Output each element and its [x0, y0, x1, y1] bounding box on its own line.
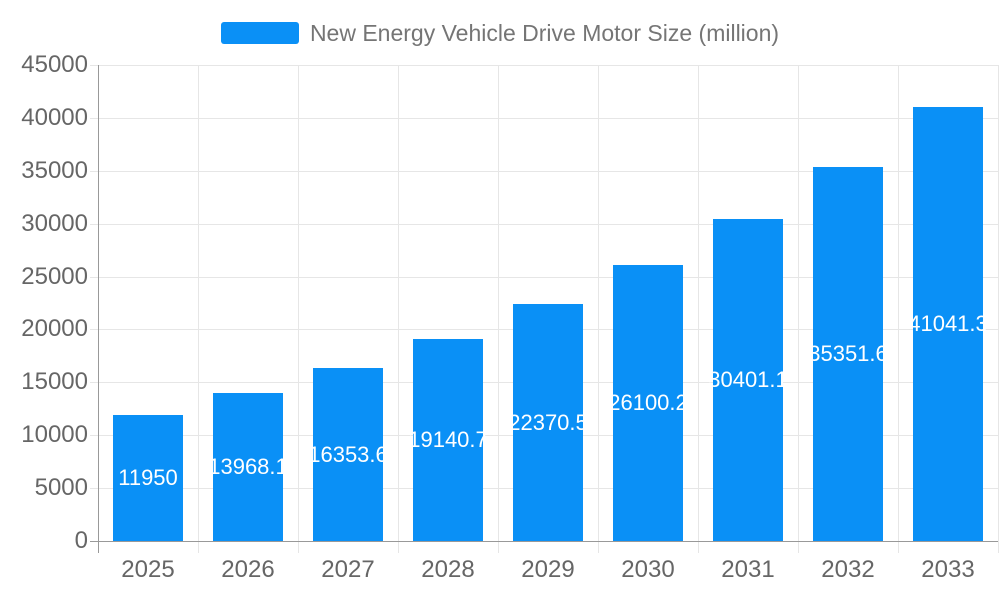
x-axis-tick-label: 2030 — [621, 556, 675, 583]
horizontal-gridline — [90, 223, 998, 225]
legend-label: New Energy Vehicle Drive Motor Size (mil… — [309, 20, 780, 46]
y-axis-tick-label: 15000 — [21, 368, 88, 396]
legend-swatch — [220, 22, 299, 44]
vertical-gridline — [498, 65, 499, 553]
bar-2031[interactable] — [713, 219, 783, 541]
bar-2027[interactable] — [313, 368, 383, 541]
y-axis-tick-label: 20000 — [21, 315, 88, 343]
y-axis-tick-label: 30000 — [21, 209, 88, 237]
vertical-gridline — [598, 65, 599, 553]
horizontal-gridline — [90, 170, 998, 172]
y-axis-tick-label: 0 — [74, 527, 88, 554]
x-axis-tick-label: 2032 — [821, 556, 875, 583]
vertical-gridline — [998, 65, 999, 553]
bar-2029[interactable] — [513, 304, 583, 541]
x-axis-tick-label: 2025 — [121, 556, 175, 583]
bar-2032[interactable] — [813, 167, 883, 541]
bar-2026[interactable] — [213, 393, 283, 541]
x-axis-tick-label: 2027 — [321, 556, 375, 583]
x-axis-tick-label: 2026 — [221, 556, 275, 583]
y-axis-tick-label: 45000 — [21, 51, 88, 78]
y-axis-tick-label: 5000 — [34, 474, 88, 502]
bar-2033[interactable] — [913, 106, 983, 541]
vertical-gridline — [898, 65, 899, 553]
x-axis-tick-label: 2031 — [721, 556, 775, 583]
y-axis-line — [98, 65, 99, 553]
horizontal-gridline — [90, 117, 998, 119]
bar-2028[interactable] — [413, 338, 483, 541]
y-axis-tick-label: 35000 — [21, 156, 88, 184]
vertical-gridline — [198, 65, 199, 553]
vertical-gridline — [298, 65, 299, 553]
x-axis-line — [90, 541, 998, 542]
y-axis-tick-label: 25000 — [21, 262, 88, 290]
vertical-gridline — [798, 65, 799, 553]
y-axis-tick-label: 40000 — [21, 103, 88, 131]
horizontal-gridline — [90, 276, 998, 278]
x-axis-tick-label: 2033 — [921, 556, 975, 583]
bar-2025[interactable] — [113, 414, 183, 541]
x-axis-tick-label: 2029 — [521, 556, 575, 583]
vertical-gridline — [398, 65, 399, 553]
legend[interactable]: New Energy Vehicle Drive Motor Size (mil… — [0, 20, 1000, 46]
x-axis-tick-label: 2028 — [421, 556, 475, 583]
vertical-gridline — [698, 65, 699, 553]
bar-2030[interactable] — [613, 264, 683, 541]
y-axis-tick-label: 10000 — [21, 421, 88, 449]
horizontal-gridline — [90, 65, 998, 66]
